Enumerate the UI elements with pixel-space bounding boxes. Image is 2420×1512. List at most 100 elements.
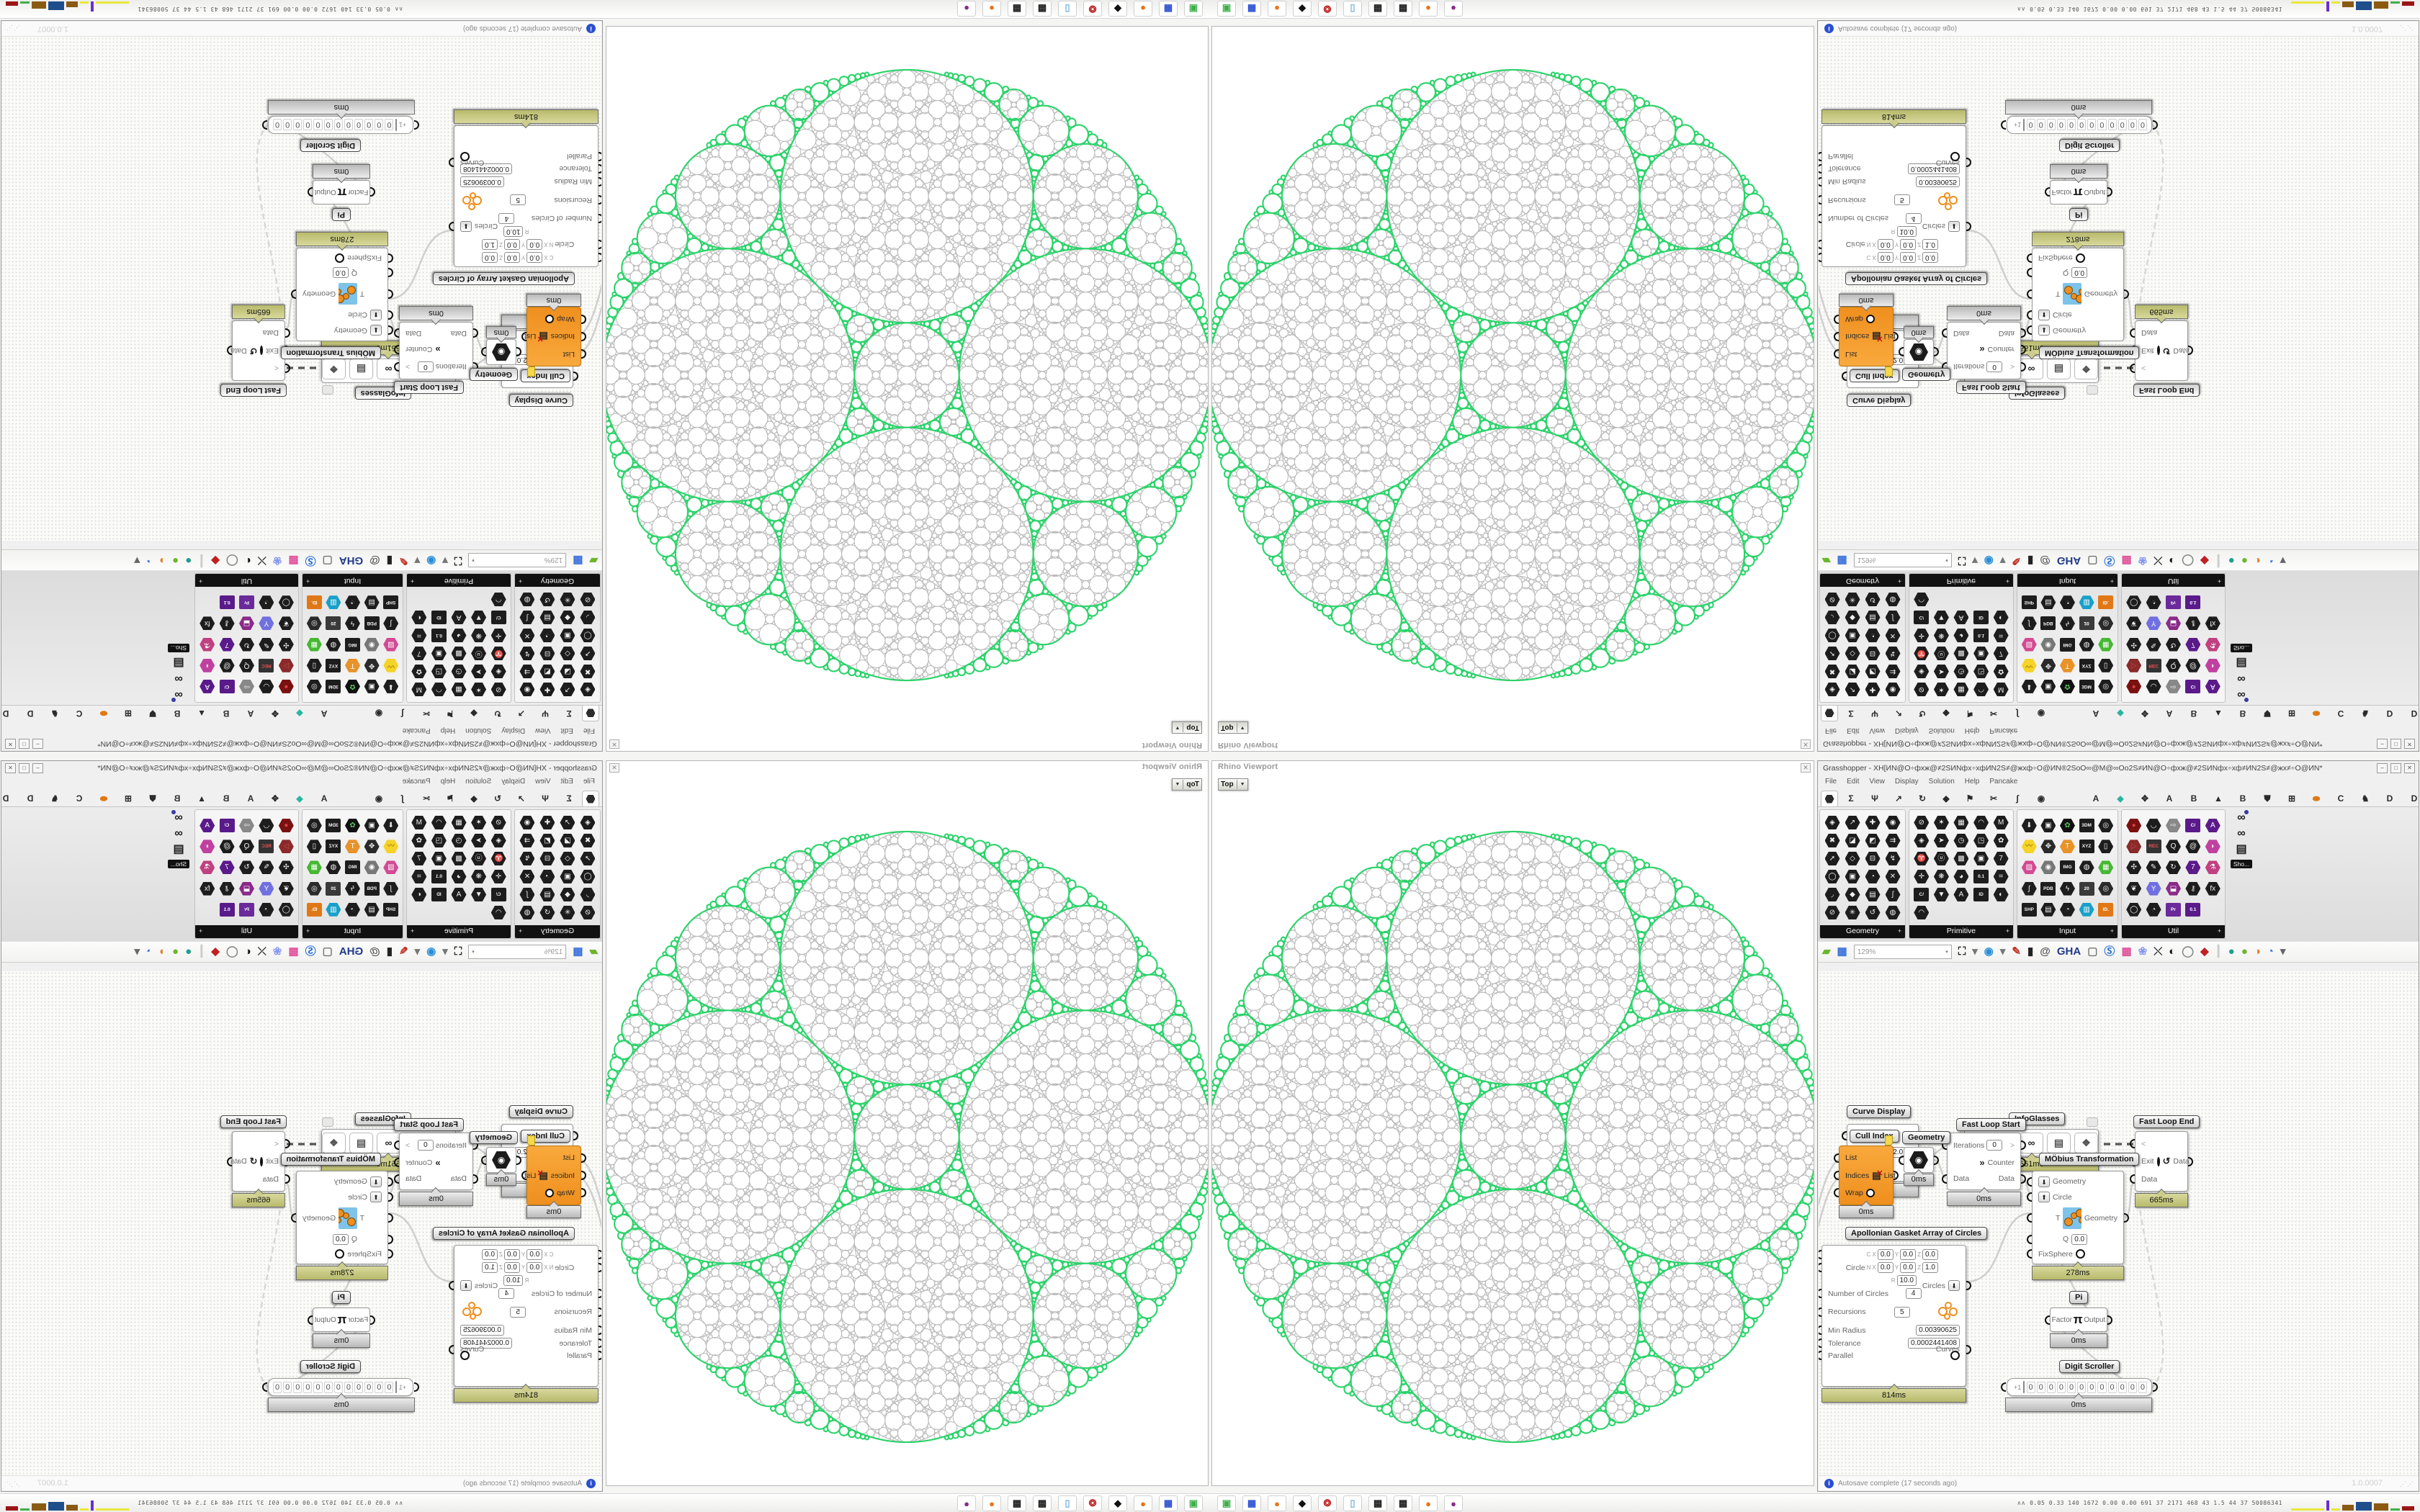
component-icon[interactable]: ◎ (307, 819, 322, 832)
ribbon-tab[interactable]: Ψ (1871, 793, 1878, 804)
presentation-board-icon[interactable]: ▤ (2236, 657, 2247, 669)
component-icon[interactable]: ✕ (1886, 629, 1901, 642)
flatten-button[interactable]: ⬇ (2038, 325, 2050, 336)
ribbon-tab[interactable]: ↗ (517, 793, 526, 804)
node-label-fast-loop-end[interactable]: Fast Loop End (220, 1115, 287, 1128)
component-icon[interactable]: ⊘ (1825, 593, 1840, 606)
menu-item[interactable]: Help (1964, 778, 1980, 786)
window-button[interactable]: ✕ (2404, 739, 2415, 749)
component-icon[interactable]: ◡ (259, 819, 274, 832)
toolbar-icon[interactable]: ◑ (2254, 945, 2261, 958)
toolbar-icon[interactable]: ◐ (2169, 945, 2176, 958)
component-icon[interactable]: 7 (1993, 852, 2009, 865)
toolbar-icon[interactable]: ❀ (272, 945, 282, 958)
taskbar-app-icon[interactable]: ▩ (1394, 1, 1412, 17)
n-y[interactable]: 0.0 (1900, 1262, 1917, 1273)
component-icon[interactable]: ◪ (1845, 834, 1860, 847)
node-mobius[interactable]: ⬇ Geometry ⬆ Circle T Geometry Q 0.0 FixSphe… (291, 248, 393, 341)
component-icon[interactable]: ◯ (2126, 902, 2142, 917)
component-icon[interactable]: ◔ (345, 903, 360, 917)
panel-label[interactable]: Input + (302, 925, 403, 938)
component-icon[interactable]: M (411, 816, 426, 829)
component-icon[interactable]: @ (220, 659, 235, 672)
toolbar-icon[interactable]: ◉ (426, 945, 436, 958)
input-socket[interactable] (2027, 310, 2032, 320)
ribbon-tab[interactable]: ʃ (401, 708, 404, 719)
panel-label[interactable]: Primitive + (407, 574, 511, 587)
digit-cell[interactable]: 0 (344, 1381, 353, 1393)
toolbar-icon[interactable]: ┃ (2215, 945, 2222, 958)
component-icon[interactable]: ↻ (2165, 860, 2181, 875)
output-socket[interactable] (449, 1281, 454, 1290)
component-icon[interactable]: ➚ (581, 852, 596, 865)
digit-cell[interactable]: 0 (293, 119, 302, 131)
component-icon[interactable]: Pr (239, 902, 255, 917)
node-fast-loop-end[interactable]: < Exit ↺ Data Data (227, 320, 290, 381)
ribbon-tab[interactable]: Σ (1848, 793, 1854, 804)
min-radius[interactable]: 0.00390625 (1916, 1325, 1960, 1336)
component-icon[interactable]: ◳ (431, 665, 447, 678)
component-icon[interactable]: ID. (2098, 595, 2114, 610)
gh-canvas[interactable]: Curve Display Curves Thickness2.0 Color … (1, 35, 601, 541)
component-icon[interactable]: ▦ (307, 860, 322, 874)
component-icon[interactable]: ◉ (2040, 638, 2056, 652)
component-icon[interactable]: ID (431, 888, 447, 901)
component-icon[interactable]: fx (2205, 616, 2220, 630)
component-icon[interactable]: PDB (2040, 881, 2056, 896)
iterations-value[interactable]: 0 (1986, 361, 2003, 372)
node-label-pi[interactable]: Pi (331, 1291, 351, 1304)
input-socket[interactable] (599, 214, 601, 223)
toolbar-icon[interactable]: ▾ (1972, 945, 1978, 958)
component-icon[interactable]: ◯ (279, 903, 294, 917)
toolbar-icon[interactable]: ⤬ (257, 554, 266, 567)
component-icon[interactable]: ◉ (1885, 816, 1901, 829)
input-socket[interactable] (1819, 195, 1821, 205)
ribbon-tab[interactable]: ↻ (1918, 793, 1927, 804)
component-icon[interactable]: 0.1 (431, 629, 447, 642)
component-icon[interactable]: ⬓ (239, 616, 254, 630)
output-socket[interactable] (449, 222, 454, 231)
resize-grip[interactable]: ⋰⋰ (6, 1480, 20, 1488)
output-socket[interactable] (308, 1315, 313, 1325)
ribbon-tab[interactable]: B (223, 708, 230, 719)
digit-cell[interactable]: 0 (375, 1381, 384, 1393)
component-icon[interactable]: ◇ (1845, 647, 1860, 660)
component-icon[interactable]: ▨ (2021, 860, 2037, 875)
component-icon[interactable]: ◇ (560, 647, 575, 660)
min-radius[interactable]: 0.00390625 (460, 1325, 504, 1336)
component-icon[interactable]: ↗ (1845, 816, 1860, 829)
component-icon[interactable]: ▼ (471, 611, 486, 624)
comment-bubble-icon[interactable] (2087, 1117, 2098, 1127)
component-icon[interactable]: ◗ (200, 840, 215, 853)
digit-cell[interactable]: 0 (333, 1381, 343, 1393)
ribbon-tab[interactable]: A (247, 708, 254, 719)
ribbon-tab[interactable]: B (2190, 708, 2197, 719)
component-icon[interactable]: Pr (2165, 595, 2181, 610)
component-icon[interactable]: ✿ (2060, 680, 2075, 693)
panel-label[interactable]: Geometry + (1820, 925, 1905, 938)
component-icon[interactable]: ◠ (1914, 906, 1930, 919)
window-button[interactable]: ✕ (5, 739, 16, 749)
ribbon-tab[interactable]: ◉ (375, 793, 383, 804)
node-label-apollonian[interactable]: Apollonian Gasket Array of Circles (1845, 1227, 1988, 1240)
menu-item[interactable]: Help (440, 778, 456, 786)
taskbar-app-icon[interactable]: ▩ (1033, 1495, 1052, 1511)
component-icon[interactable]: IMG (345, 637, 361, 652)
component-icon[interactable]: ▤ (1865, 611, 1881, 624)
node-apollonian[interactable]: C X 0.0 Y 0.0 Z 0.0 Circle N X 0.0 Y 0.0 Z 1.0 (1819, 125, 1971, 267)
component-icon[interactable]: ▣ (364, 819, 380, 832)
toolbar-icon[interactable]: ◔ (146, 554, 153, 567)
component-icon[interactable]: ◍ (520, 906, 535, 919)
component-icon[interactable]: ◔ (1865, 629, 1881, 642)
toolbar-icon[interactable]: ▢ (322, 554, 333, 567)
toolbar-icon[interactable]: Ⓢ (2104, 945, 2115, 958)
ribbon-tab[interactable]: ʃ (2016, 708, 2019, 719)
component-icon[interactable]: ✥ (364, 659, 380, 672)
component-icon[interactable]: ◠ (1914, 593, 1929, 606)
component-icon[interactable]: @ (2185, 840, 2201, 854)
node-fast-loop-start[interactable]: Iterations 0 > » Counter Data Data (394, 322, 478, 379)
input-socket[interactable] (599, 1289, 601, 1298)
taskbar-app-icon[interactable]: ▣ (1217, 1495, 1236, 1511)
component-icon[interactable]: ↯ (520, 852, 535, 865)
output-socket[interactable] (1966, 1344, 1971, 1354)
